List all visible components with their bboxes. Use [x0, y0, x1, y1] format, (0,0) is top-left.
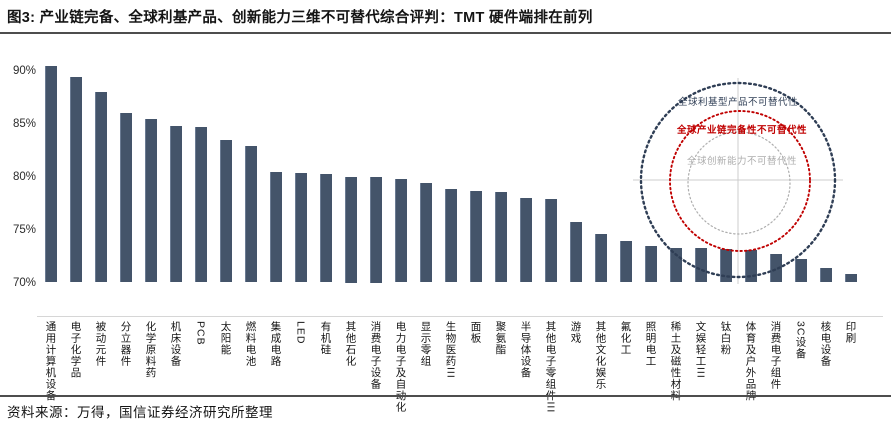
x-axis-label: 核电设备	[819, 321, 832, 367]
bar	[144, 119, 157, 283]
x-axis-label: 太阳能	[219, 321, 232, 356]
bar	[169, 125, 182, 283]
bar	[444, 189, 457, 283]
x-axis-label: PCB	[194, 321, 207, 346]
x-axis-label: 集成电路	[269, 321, 282, 367]
x-axis-label: 3C设备	[794, 321, 807, 360]
x-axis-label: 钛白粉	[719, 321, 732, 356]
niche-product-ring-label: 全球利基型产品不可替代性	[677, 97, 799, 108]
x-axis-label: 消费电子组件	[769, 321, 782, 390]
industry-chain-ring-label: 全球产业链完备性不可替代性	[676, 125, 808, 136]
bar	[194, 126, 207, 283]
y-axis-tick-label: 70%	[12, 276, 36, 289]
bar	[544, 198, 557, 283]
x-axis-label: 有机硅	[319, 321, 332, 356]
bar	[69, 76, 82, 283]
bar	[744, 249, 757, 283]
x-axis-label: 照明电工	[644, 321, 657, 367]
bar	[844, 274, 857, 283]
bar-chart: 90% 85% 80% 75% 70% 通用计算机设备 电子化学品 被动元件 分立器件 化学原料…	[0, 34, 891, 413]
source-note: 资料来源：万得，国信证券经济研究所整理	[7, 405, 273, 420]
x-axis-label: 印刷	[844, 321, 857, 344]
bar	[294, 173, 307, 283]
bar	[94, 91, 107, 283]
x-axis-label: 通用计算机设备	[44, 321, 57, 402]
x-axis-label: 电力电子及自动化	[394, 321, 407, 413]
rings-inset-svg	[633, 78, 843, 284]
bar	[694, 247, 707, 283]
x-axis-label: 机床设备	[169, 321, 182, 367]
innovation-ring-label: 全球创新能力不可替代性	[686, 156, 798, 167]
x-axis-label: 生物医药III	[444, 321, 457, 379]
x-axis-label: 电子化学品	[69, 321, 82, 379]
bar	[394, 178, 407, 283]
bar	[769, 253, 782, 283]
x-axis-label: 面板	[469, 321, 482, 344]
x-axis-label: 游戏	[569, 321, 582, 344]
bar	[594, 233, 607, 283]
x-axis-label: 氟化工	[619, 321, 632, 356]
x-axis-label: 体育及户外品牌	[744, 321, 757, 402]
x-axis-line	[37, 316, 883, 317]
y-axis-tick-label: 75%	[12, 223, 36, 236]
bar	[719, 248, 732, 283]
title-divider	[0, 32, 891, 34]
x-axis-label: 稀土及磁性材料	[669, 321, 682, 402]
x-axis-label: 其他石化	[344, 321, 357, 367]
niche-product-ring	[639, 81, 837, 279]
bar	[244, 145, 257, 283]
x-axis-label: 燃料电池	[244, 321, 257, 367]
bar	[619, 241, 632, 283]
bar	[519, 197, 532, 283]
bar	[819, 267, 832, 283]
x-axis-label: 被动元件	[94, 321, 107, 367]
x-axis-label: 分立器件	[119, 321, 132, 367]
bar	[119, 112, 132, 283]
bar	[669, 247, 682, 283]
x-axis-label: LED	[294, 321, 307, 345]
x-axis-label: 文娱轻工III	[694, 321, 707, 379]
bar	[494, 192, 507, 283]
y-axis-tick-label: 80%	[12, 170, 36, 183]
x-axis-label: 聚氨酯	[494, 321, 507, 356]
y-axis-tick-label: 85%	[12, 117, 36, 130]
x-axis-label: 显示零组	[419, 321, 432, 367]
bar	[794, 259, 807, 283]
bar	[344, 176, 357, 283]
industry-chain-ring	[669, 110, 811, 252]
bar	[469, 191, 482, 283]
x-axis-label: 半导体设备	[519, 321, 532, 379]
bar	[219, 140, 232, 283]
bar	[569, 222, 582, 283]
bar	[369, 176, 382, 283]
figure-title: 图3: 产业链完备、全球利基产品、创新能力三维不可替代综合评判：TMT 硬件端排…	[7, 10, 593, 26]
bar	[644, 246, 657, 283]
bar	[419, 182, 432, 283]
bar	[319, 174, 332, 283]
x-axis-label: 其他文化娱乐	[594, 321, 607, 390]
y-axis-tick-label: 90%	[12, 64, 36, 77]
x-axis-label: 消费电子设备	[369, 321, 382, 390]
x-axis-label: 其他电子零组件III	[544, 321, 557, 414]
bar	[269, 172, 282, 283]
source-divider	[0, 395, 891, 397]
x-axis-label: 化学原料药	[144, 321, 157, 379]
rings-inset: 全球利基型产品不可替代性 全球产业链完备性不可替代性 全球创新能力不可替代性	[625, 72, 855, 292]
bar	[44, 66, 57, 283]
innovation-ring	[687, 131, 791, 235]
